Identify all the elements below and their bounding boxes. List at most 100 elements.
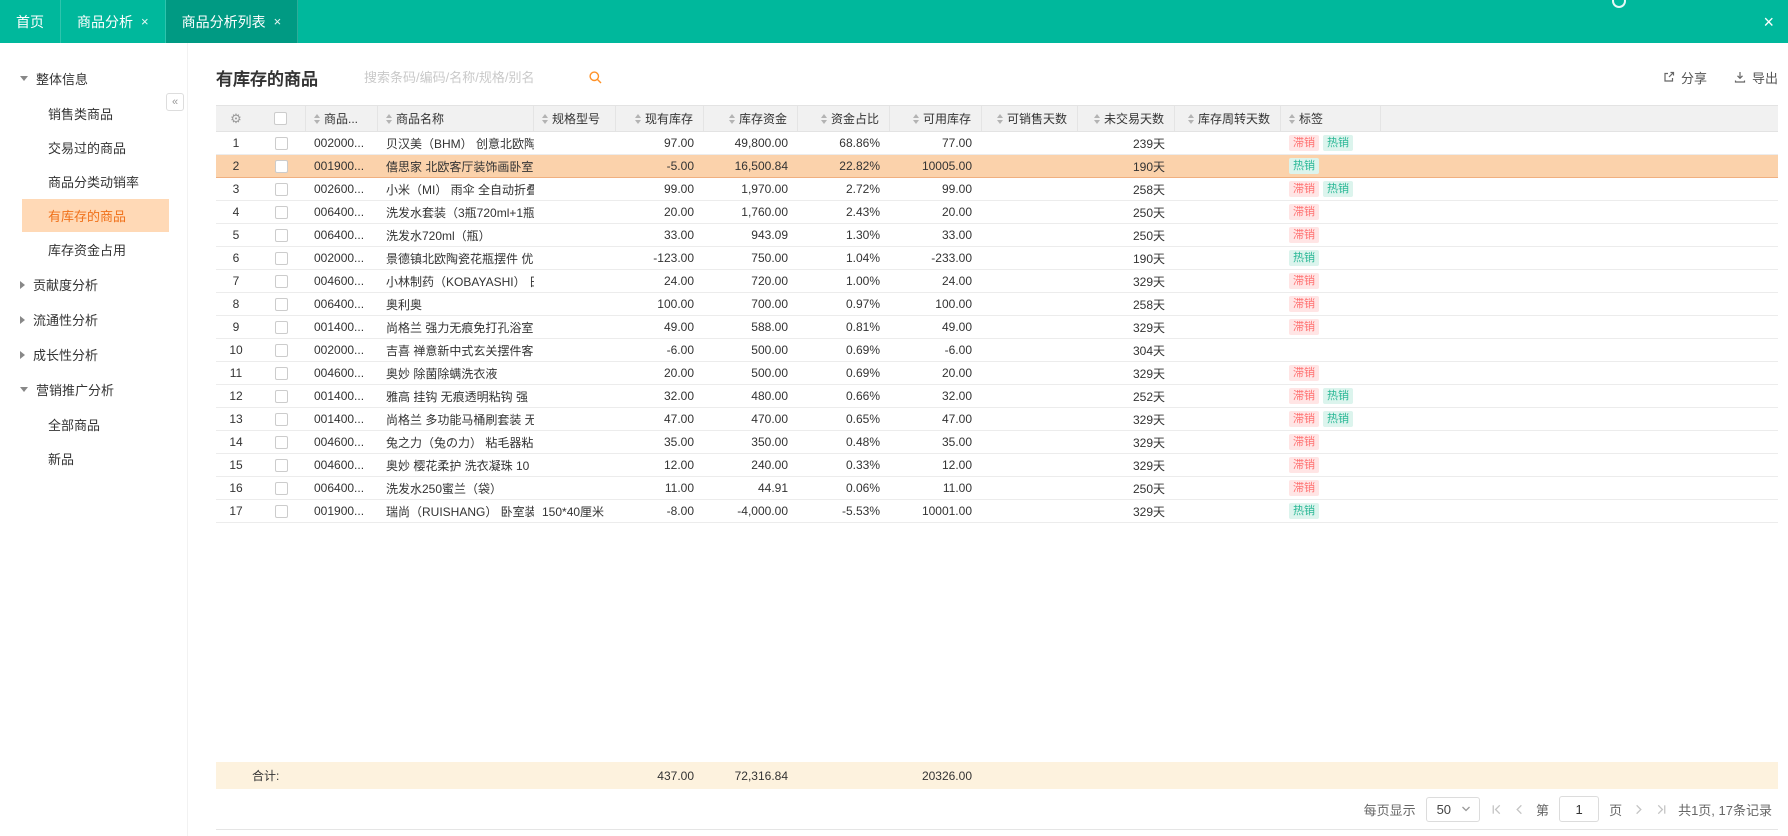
- table-row[interactable]: 7 004600... 小林制药（KOBAYASHI） 日 24.00 720.…: [216, 270, 1778, 293]
- row-checkbox[interactable]: [274, 274, 288, 288]
- table-row[interactable]: 11 004600... 奥妙 除菌除螨洗衣液 20.00 500.00 0.6…: [216, 362, 1778, 385]
- search-input[interactable]: [364, 69, 582, 85]
- column-header-available-stock[interactable]: 可用库存: [890, 106, 982, 131]
- cell-funds-ratio: 1.00%: [845, 274, 880, 288]
- table-row[interactable]: 16 006400... 洗发水250蜜兰（袋） 11.00 44.91 0.0…: [216, 477, 1778, 500]
- row-checkbox[interactable]: [274, 458, 288, 472]
- table-row[interactable]: 5 006400... 洗发水720ml（瓶） 33.00 943.09 1.3…: [216, 224, 1778, 247]
- row-checkbox[interactable]: [274, 389, 288, 403]
- sidebar-group-header[interactable]: 贡献度分析: [0, 267, 187, 302]
- prev-page-button[interactable]: [1513, 803, 1526, 816]
- cell-product-code: 001400...: [314, 320, 365, 334]
- column-header-product-name[interactable]: 商品名称: [378, 106, 534, 131]
- row-checkbox[interactable]: [274, 320, 288, 334]
- column-header-sellable-days[interactable]: 可销售天数: [982, 106, 1078, 131]
- sidebar-item[interactable]: 交易过的商品: [48, 141, 127, 156]
- table-row[interactable]: 9 001400... 尚格兰 强力无痕免打孔浴室 49.00 588.00 0…: [216, 316, 1778, 339]
- sort-icon[interactable]: [314, 113, 320, 124]
- row-checkbox[interactable]: [274, 297, 288, 311]
- table-row[interactable]: 10 002000... 吉喜 禅意新中式玄关摆件客 -6.00 500.00 …: [216, 339, 1778, 362]
- table-row[interactable]: 6 002000... 景德镇北欧陶瓷花瓶摆件 优 -123.00 750.00…: [216, 247, 1778, 270]
- row-index: 1: [232, 136, 240, 150]
- sort-icon[interactable]: [728, 113, 735, 124]
- sidebar-item[interactable]: 商品分类动销率: [48, 175, 140, 190]
- column-header-stock-funds[interactable]: 库存资金: [704, 106, 798, 131]
- sidebar-item[interactable]: 库存资金占用: [48, 243, 127, 258]
- table-row[interactable]: 13 001400... 尚格兰 多功能马桶刷套装 无 47.00 470.00…: [216, 408, 1778, 431]
- row-checkbox[interactable]: [274, 343, 288, 357]
- table-row[interactable]: 12 001400... 雅高 挂钩 无痕透明粘钩 强 32.00 480.00…: [216, 385, 1778, 408]
- column-header-funds-ratio[interactable]: 资金占比: [798, 106, 890, 131]
- table-row[interactable]: 8 006400... 奥利奥 100.00 700.00 0.97% 100.…: [216, 293, 1778, 316]
- select-all-checkbox[interactable]: [274, 112, 287, 125]
- page-size-select[interactable]: 50: [1425, 796, 1481, 822]
- cell-current-stock: 20.00: [663, 205, 694, 219]
- user-icon[interactable]: [1612, 0, 1626, 8]
- row-checkbox[interactable]: [274, 366, 288, 380]
- sidebar-item[interactable]: 全部商品: [48, 418, 101, 433]
- row-checkbox[interactable]: [274, 182, 288, 196]
- row-checkbox[interactable]: [274, 228, 288, 242]
- cell-spec-model: [534, 408, 616, 430]
- tab[interactable]: 商品分析 ×: [61, 0, 166, 43]
- sort-icon[interactable]: [912, 113, 919, 124]
- sidebar-group-header[interactable]: 营销推广分析: [0, 372, 187, 407]
- tab-close-icon[interactable]: ×: [141, 14, 149, 29]
- close-window-button[interactable]: ×: [1763, 11, 1774, 32]
- sidebar-item[interactable]: 新品: [48, 452, 75, 467]
- row-checkbox[interactable]: [274, 136, 288, 150]
- column-header-settings[interactable]: ⚙: [216, 106, 256, 131]
- sort-icon[interactable]: [386, 113, 392, 124]
- sidebar-item[interactable]: 有库存的商品: [22, 199, 169, 232]
- gear-icon[interactable]: ⚙: [230, 110, 242, 126]
- page-number-input[interactable]: [1559, 796, 1600, 822]
- sort-icon[interactable]: [996, 113, 1003, 124]
- table-row[interactable]: 3 002600... 小米（MI） 雨伞 全自动折叠 99.00 1,970.…: [216, 178, 1778, 201]
- next-page-button[interactable]: [1632, 803, 1645, 816]
- sort-icon[interactable]: [1187, 113, 1194, 124]
- column-header-spec-model[interactable]: 规格型号: [534, 106, 616, 131]
- row-checkbox[interactable]: [274, 481, 288, 495]
- sidebar-collapse-button[interactable]: «: [166, 93, 184, 111]
- sort-icon[interactable]: [1093, 113, 1100, 124]
- row-checkbox[interactable]: [274, 435, 288, 449]
- search-icon[interactable]: [588, 70, 603, 85]
- page-suffix: 页: [1609, 802, 1623, 818]
- tab[interactable]: 首页: [0, 0, 61, 43]
- tab-close-icon[interactable]: ×: [273, 14, 282, 29]
- cell-turnover-days: [1175, 316, 1281, 338]
- sidebar-group-header[interactable]: 整体信息: [0, 61, 187, 96]
- column-header-product-code[interactable]: 商品...: [306, 106, 378, 131]
- table-row[interactable]: 2 001900... 僖思家 北欧客厅装饰画卧室 -5.00 16,500.8…: [216, 155, 1778, 178]
- row-checkbox[interactable]: [274, 504, 288, 518]
- table-row[interactable]: 15 004600... 奥妙 樱花柔护 洗衣凝珠 10 12.00 240.0…: [216, 454, 1778, 477]
- sort-icon[interactable]: [634, 113, 641, 124]
- column-header-current-stock[interactable]: 现有库存: [616, 106, 704, 131]
- sidebar-group-header[interactable]: 成长性分析: [0, 337, 187, 372]
- sort-icon[interactable]: [542, 113, 548, 124]
- share-button[interactable]: 分享: [1662, 68, 1707, 87]
- row-index: 9: [232, 320, 240, 334]
- table-row[interactable]: 4 006400... 洗发水套装（3瓶720ml+1瓶 20.00 1,760…: [216, 201, 1778, 224]
- row-checkbox[interactable]: [274, 159, 288, 173]
- export-button[interactable]: 导出: [1733, 68, 1778, 87]
- topbar-right: ×: [1763, 0, 1788, 43]
- column-header-no-trade-days[interactable]: 未交易天数: [1078, 106, 1175, 131]
- table-row[interactable]: 1 002000... 贝汉美（BHM） 创意北欧陶瓷 97.00 49,800…: [216, 132, 1778, 155]
- row-checkbox[interactable]: [274, 205, 288, 219]
- first-page-button[interactable]: [1490, 803, 1503, 816]
- last-page-button[interactable]: [1655, 803, 1668, 816]
- column-header-turnover-days[interactable]: 库存周转天数: [1175, 106, 1281, 131]
- sort-icon[interactable]: [820, 113, 827, 124]
- row-checkbox[interactable]: [274, 412, 288, 426]
- sidebar-item[interactable]: 销售类商品: [48, 107, 114, 122]
- sort-icon[interactable]: [1289, 113, 1295, 124]
- table-row[interactable]: 14 004600... 兔之力（兔の力） 粘毛器粘 35.00 350.00 …: [216, 431, 1778, 454]
- cell-stock-funds: 700.00: [751, 297, 788, 311]
- sidebar-group-header[interactable]: 流通性分析: [0, 302, 187, 337]
- cell-product-code: 002000...: [314, 251, 365, 265]
- row-checkbox[interactable]: [274, 251, 288, 265]
- table-row[interactable]: 17 001900... 瑞尚（RUISHANG） 卧室装 150*40厘米 -…: [216, 500, 1778, 523]
- tab[interactable]: 商品分析列表 ×: [165, 0, 299, 43]
- column-header-tags[interactable]: 标签: [1281, 106, 1381, 131]
